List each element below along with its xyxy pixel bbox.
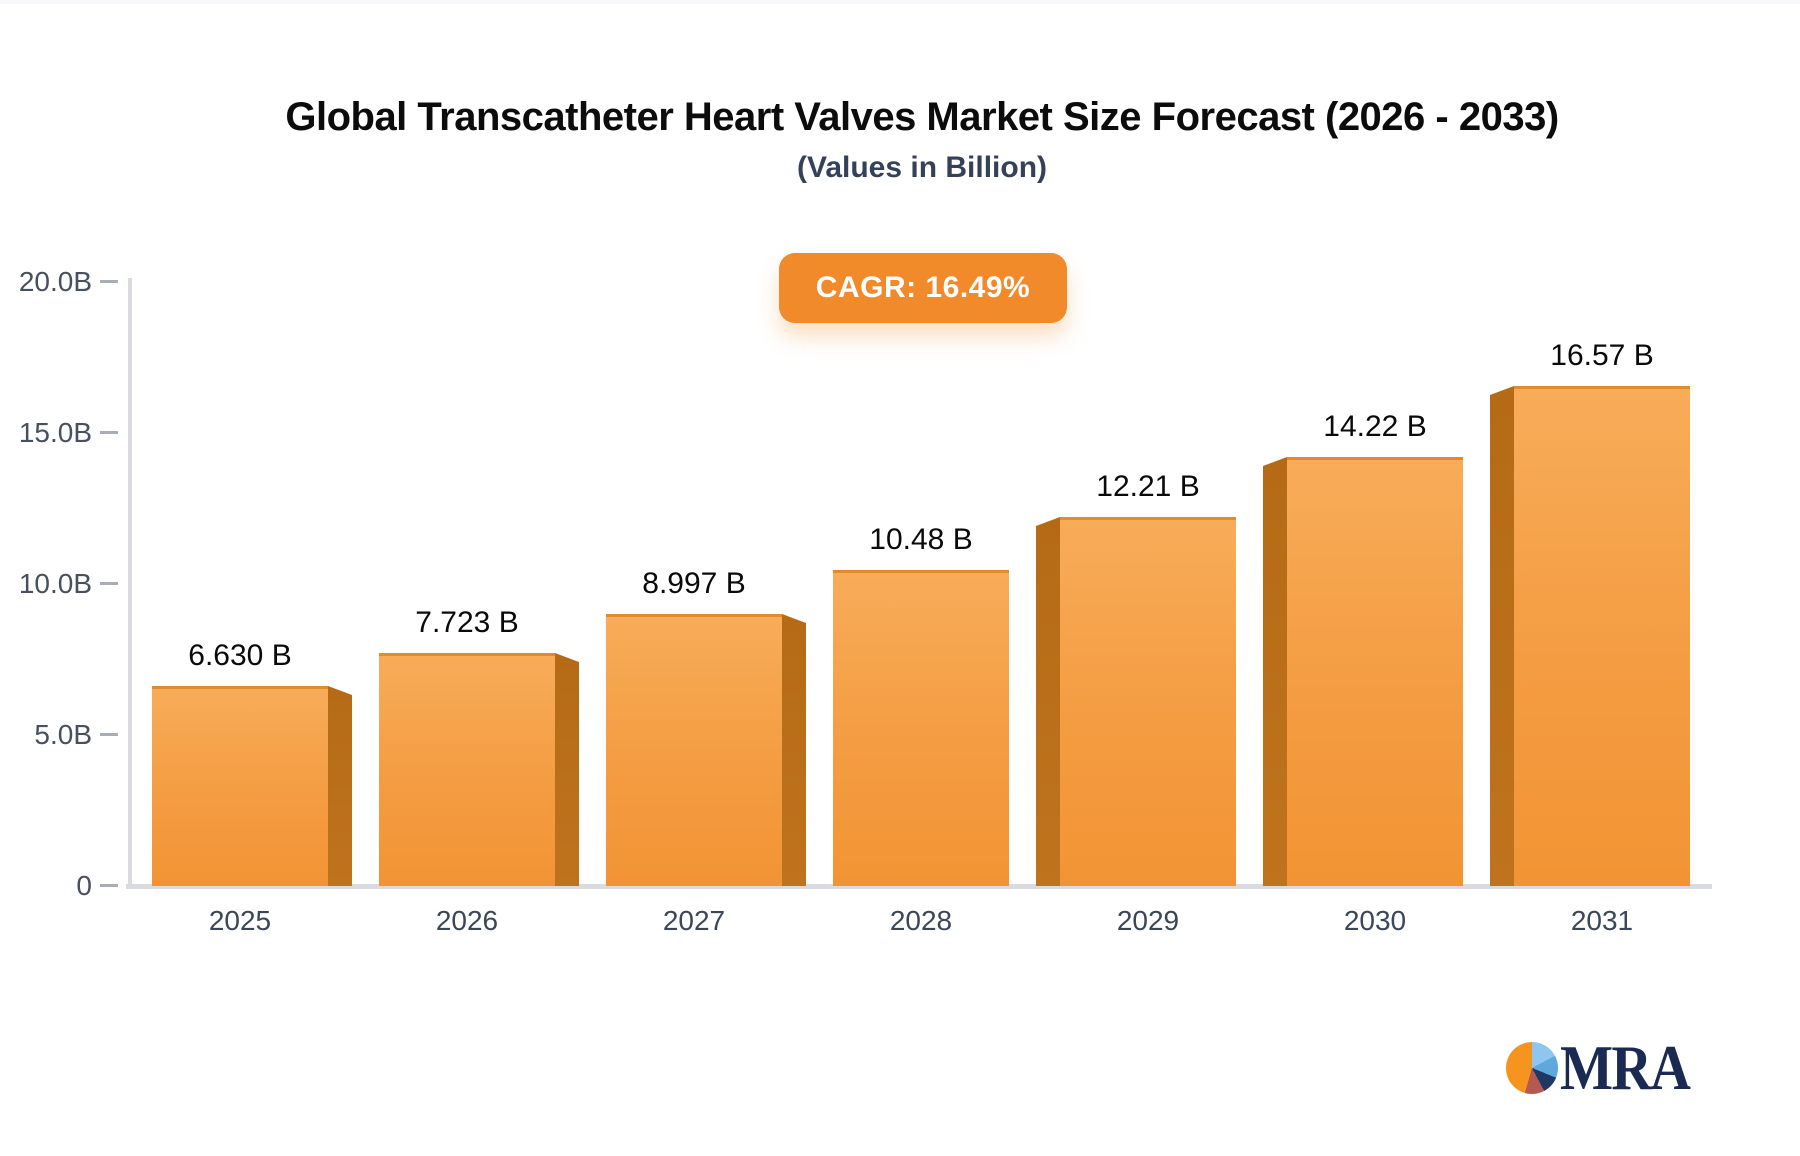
y-axis-tick: [100, 582, 118, 585]
bar-2025: [152, 686, 328, 886]
x-axis-label-2030: 2030: [1343, 905, 1407, 936]
bar-2028: [833, 570, 1009, 886]
x-axis-line: [126, 884, 1712, 889]
y-axis-tick: [100, 884, 118, 887]
y-axis-tick-label: 5.0B: [34, 719, 92, 750]
bar-side-face: [555, 653, 579, 886]
cagr-badge-label: CAGR: 16.49%: [815, 271, 1031, 304]
x-axis-label-2028: 2028: [889, 905, 953, 936]
bar-value-label: 7.723 B: [415, 606, 519, 639]
x-axis-label-2026: 2026: [435, 905, 499, 936]
bar-2031: [1514, 386, 1690, 886]
bar-value-label: 10.48 B: [869, 523, 973, 556]
chart-subtitle: (Values in Billion): [796, 151, 1048, 184]
bar-value-label: 12.21 B: [1096, 470, 1200, 503]
x-axis-label-2031: 2031: [1570, 905, 1634, 936]
y-axis-tick-label: 15.0B: [18, 417, 92, 448]
y-axis-tick: [100, 733, 118, 736]
y-axis-tick: [100, 280, 118, 283]
bar-2029: [1060, 517, 1236, 886]
pie-chart-icon: [1506, 1042, 1558, 1094]
cagr-badge: CAGR: 16.49%: [779, 253, 1067, 323]
bar-value-label: 8.997 B: [642, 567, 746, 600]
bar-side-face: [782, 614, 806, 886]
brand-logo-text: MRA: [1560, 1032, 1691, 1103]
bar-side-face: [1036, 517, 1060, 886]
page-top-strip: [0, 0, 1800, 4]
brand-logo: MRA: [1506, 1032, 1707, 1103]
bar-side-face: [328, 686, 352, 886]
bar-value-label: 16.57 B: [1550, 339, 1654, 372]
y-axis-tick-label: 0: [76, 870, 92, 901]
bar-side-face: [1263, 457, 1287, 886]
bar-2026: [379, 653, 555, 886]
bar-2030: [1287, 457, 1463, 886]
chart-title: Global Transcatheter Heart Valves Market…: [285, 95, 1559, 139]
y-axis-line: [128, 278, 132, 889]
y-axis-tick: [100, 431, 118, 434]
x-axis-label-2025: 2025: [208, 905, 272, 936]
bar-side-face: [1490, 386, 1514, 886]
bar-value-label: 6.630 B: [188, 639, 292, 672]
bar-value-label: 14.22 B: [1323, 410, 1427, 443]
x-axis-label-2027: 2027: [662, 905, 726, 936]
bar-2027: [606, 614, 782, 886]
y-axis-tick-label: 20.0B: [18, 266, 92, 297]
x-axis-label-2029: 2029: [1116, 905, 1180, 936]
y-axis-tick-label: 10.0B: [18, 568, 92, 599]
